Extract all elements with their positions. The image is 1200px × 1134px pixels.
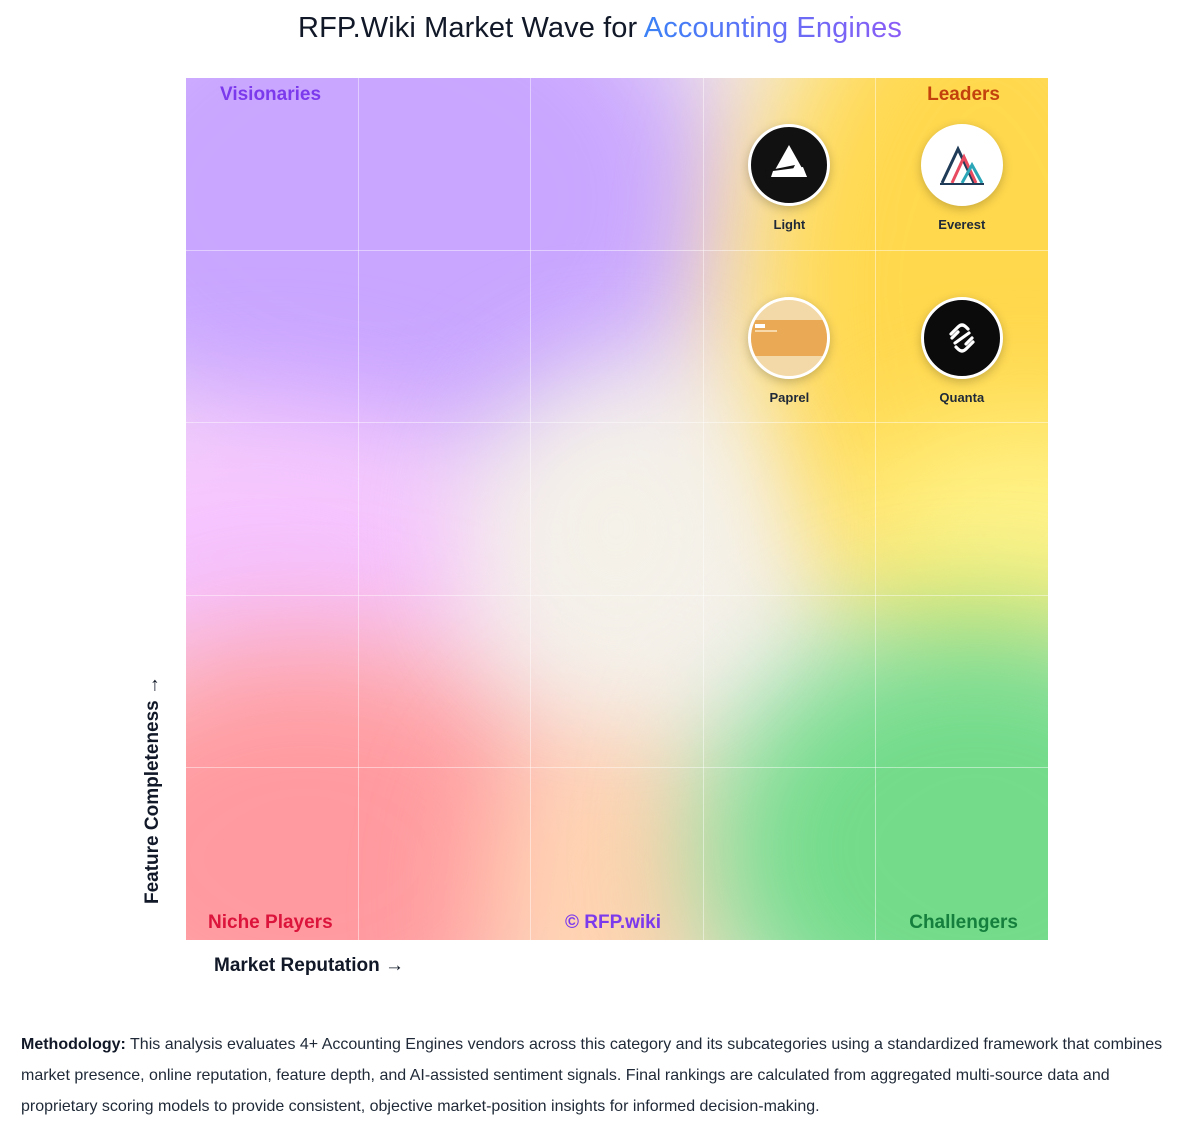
- light-prism-icon[interactable]: [748, 124, 831, 207]
- paprel-card-icon[interactable]: [748, 296, 831, 379]
- vendor-point-everest[interactable]: Everest: [902, 124, 1022, 232]
- vendor-name: Everest: [938, 217, 986, 233]
- title-highlight: Accounting Engines: [643, 12, 902, 44]
- y-axis-label: Feature Completeness →: [142, 675, 163, 905]
- watermark-copyright: © RFP.wiki: [565, 912, 662, 933]
- methodology-note: Methodology: This analysis evaluates 4+ …: [21, 1029, 1183, 1122]
- quadrant-leaders: Leaders: [927, 84, 1000, 105]
- everest-mountain-icon[interactable]: [920, 124, 1003, 207]
- vendor-point-light[interactable]: Light: [729, 124, 849, 232]
- bg-center-glow: [486, 378, 746, 678]
- vendor-name: Quanta: [939, 389, 985, 405]
- vendor-point-paprel[interactable]: Paprel: [729, 296, 849, 405]
- grid-line: [186, 767, 1048, 768]
- grid-line: [186, 250, 1048, 251]
- grid-line: [186, 595, 1048, 596]
- plot-area: Visionaries Leaders Niche Players Challe…: [186, 78, 1048, 940]
- grid-line: [530, 78, 531, 940]
- vendor-name: Paprel: [769, 389, 810, 405]
- vendor-point-quanta[interactable]: Quanta: [902, 296, 1022, 405]
- quadrant-challengers: Challengers: [909, 912, 1018, 933]
- title-prefix: RFP.Wiki Market Wave for: [298, 12, 638, 44]
- chart-title: RFP.Wiki Market Wave for Accounting Engi…: [0, 12, 1200, 45]
- quadrant-visionaries: Visionaries: [220, 84, 322, 105]
- vendor-name: Light: [773, 217, 806, 233]
- methodology-label: Methodology:: [21, 1036, 126, 1053]
- bg-green-blob: [706, 618, 1048, 940]
- grid-line: [186, 422, 1048, 423]
- grid-line: [875, 78, 876, 940]
- quadrant-niche-players: Niche Players: [208, 912, 333, 933]
- x-axis-label: Market Reputation →: [214, 955, 405, 976]
- grid-line: [358, 78, 359, 940]
- quanta-link-icon[interactable]: [920, 296, 1003, 379]
- grid-line: [703, 78, 704, 940]
- methodology-text: This analysis evaluates 4+ Accounting En…: [21, 1036, 1163, 1115]
